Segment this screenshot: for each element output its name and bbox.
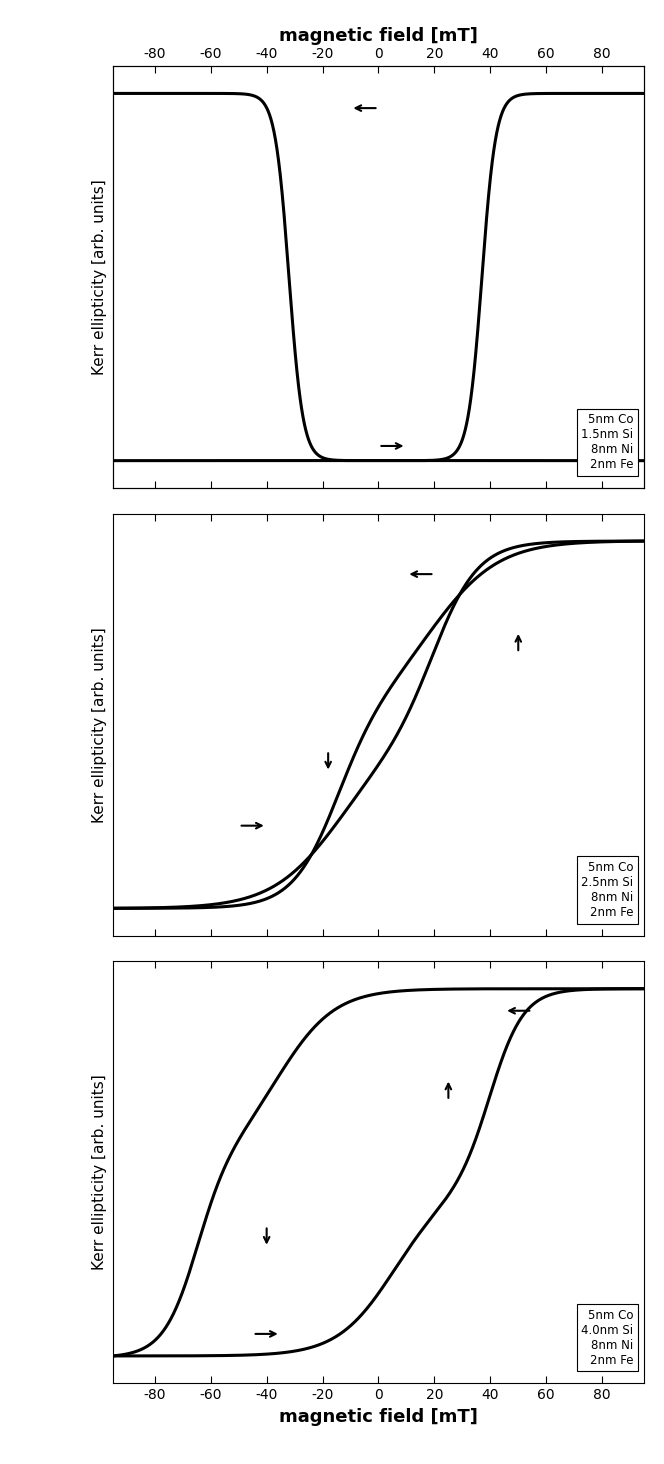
Y-axis label: Kerr ellipticity [arb. units]: Kerr ellipticity [arb. units] [92, 627, 108, 823]
Y-axis label: Kerr ellipticity [arb. units]: Kerr ellipticity [arb. units] [92, 179, 108, 375]
Y-axis label: Kerr ellipticity [arb. units]: Kerr ellipticity [arb. units] [92, 1075, 108, 1271]
Text: 5nm Co
4.0nm Si
8nm Ni
2nm Fe: 5nm Co 4.0nm Si 8nm Ni 2nm Fe [581, 1309, 633, 1366]
Text: 5nm Co
1.5nm Si
8nm Ni
2nm Fe: 5nm Co 1.5nm Si 8nm Ni 2nm Fe [581, 413, 633, 471]
Text: 5nm Co
2.5nm Si
8nm Ni
2nm Fe: 5nm Co 2.5nm Si 8nm Ni 2nm Fe [581, 861, 633, 919]
X-axis label: magnetic field [mT]: magnetic field [mT] [279, 1408, 478, 1426]
X-axis label: magnetic field [mT]: magnetic field [mT] [279, 28, 478, 45]
